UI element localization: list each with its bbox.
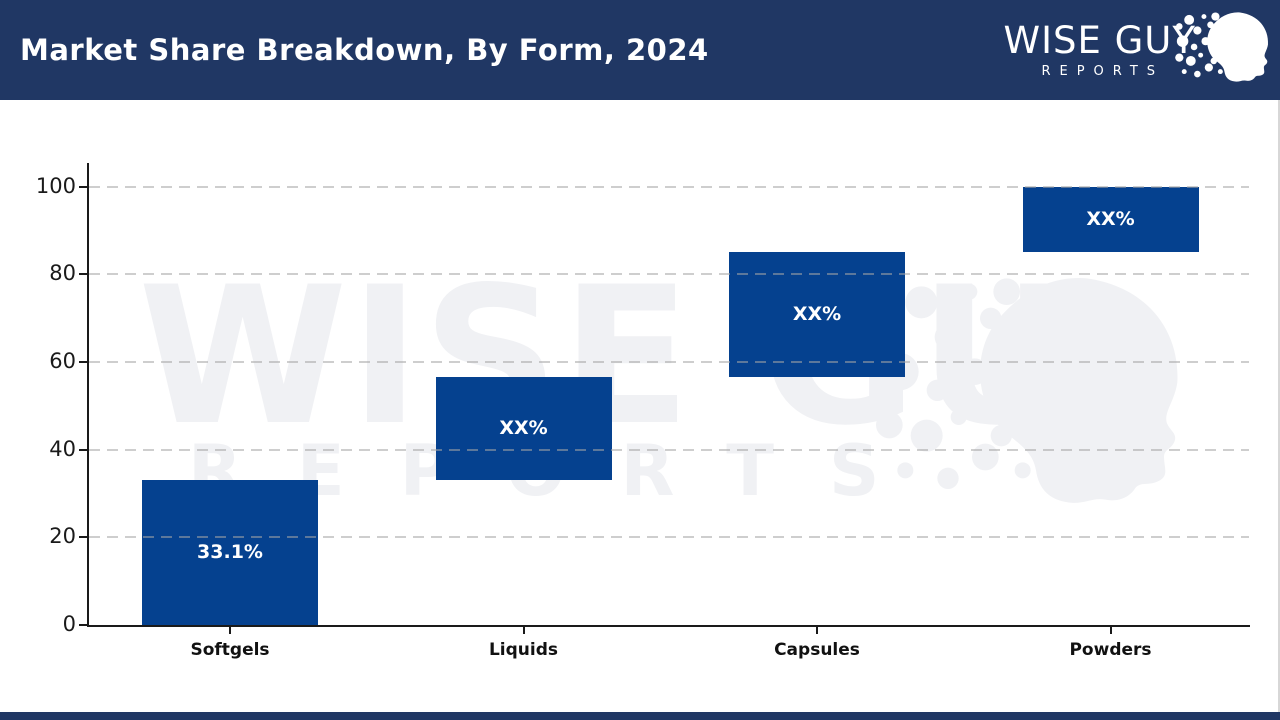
y-axis-tick xyxy=(79,361,87,364)
y-axis-tick xyxy=(79,448,87,451)
frame-border-right xyxy=(1278,100,1280,720)
x-axis-tick xyxy=(522,627,525,634)
header-bar: Market Share Breakdown, By Form, 2024 WI… xyxy=(0,0,1280,100)
x-axis-category-label: Softgels xyxy=(190,640,270,660)
x-axis-tick xyxy=(229,627,231,634)
footer-bar xyxy=(0,712,1280,720)
y-axis-tick xyxy=(79,185,87,188)
brand-name: WISE GUY xyxy=(1003,19,1196,62)
bar: XX% xyxy=(435,376,612,480)
x-axis-category-label: Powders xyxy=(1069,640,1152,660)
x-axis-category-label: Capsules xyxy=(774,640,860,660)
y-axis-tick-label: 40 xyxy=(49,436,76,461)
page-title: Market Share Breakdown, By Form, 2024 xyxy=(20,33,709,67)
y-axis-tick-label: 0 xyxy=(62,612,76,636)
y-axis-tick xyxy=(79,536,87,539)
y-axis-tick-label: 60 xyxy=(49,349,76,374)
grid-line xyxy=(89,448,1249,451)
bar-value-label: XX% xyxy=(499,417,548,440)
brand-face-icon xyxy=(1175,12,1269,82)
grid-line xyxy=(89,536,1249,539)
bar: 33.1% xyxy=(142,479,318,625)
bar-value-label: XX% xyxy=(792,303,842,326)
y-axis-tick xyxy=(79,273,87,276)
x-axis-tick xyxy=(816,627,818,634)
axis-left-spine xyxy=(87,163,89,627)
brand-sub: REPORTS xyxy=(1041,64,1165,79)
bar-value-label: 33.1% xyxy=(197,541,263,564)
y-axis-tick-label: 80 xyxy=(49,261,76,286)
bar: XX% xyxy=(729,252,905,377)
bar: XX% xyxy=(1022,186,1199,252)
x-axis-category-label: Liquids xyxy=(488,640,559,660)
y-axis-tick-label: 100 xyxy=(35,173,76,198)
chart-plot: 0 20 40 60 80 100 33.1% Softgels XX% Liquids XX% Ca… xyxy=(0,100,1280,712)
brand-logo: WISE GUY REPORTS xyxy=(1004,10,1272,88)
x-axis-tick xyxy=(1109,627,1112,634)
y-axis-tick-label: 20 xyxy=(49,524,76,549)
bar-value-label: XX% xyxy=(1086,208,1135,231)
grid-line xyxy=(89,185,1249,188)
axis-bottom-spine xyxy=(87,625,1250,627)
grid-line xyxy=(89,273,1249,276)
y-axis-tick xyxy=(79,624,87,626)
grid-line xyxy=(89,361,1249,364)
brand-text: WISE GUY REPORTS xyxy=(1004,19,1196,79)
